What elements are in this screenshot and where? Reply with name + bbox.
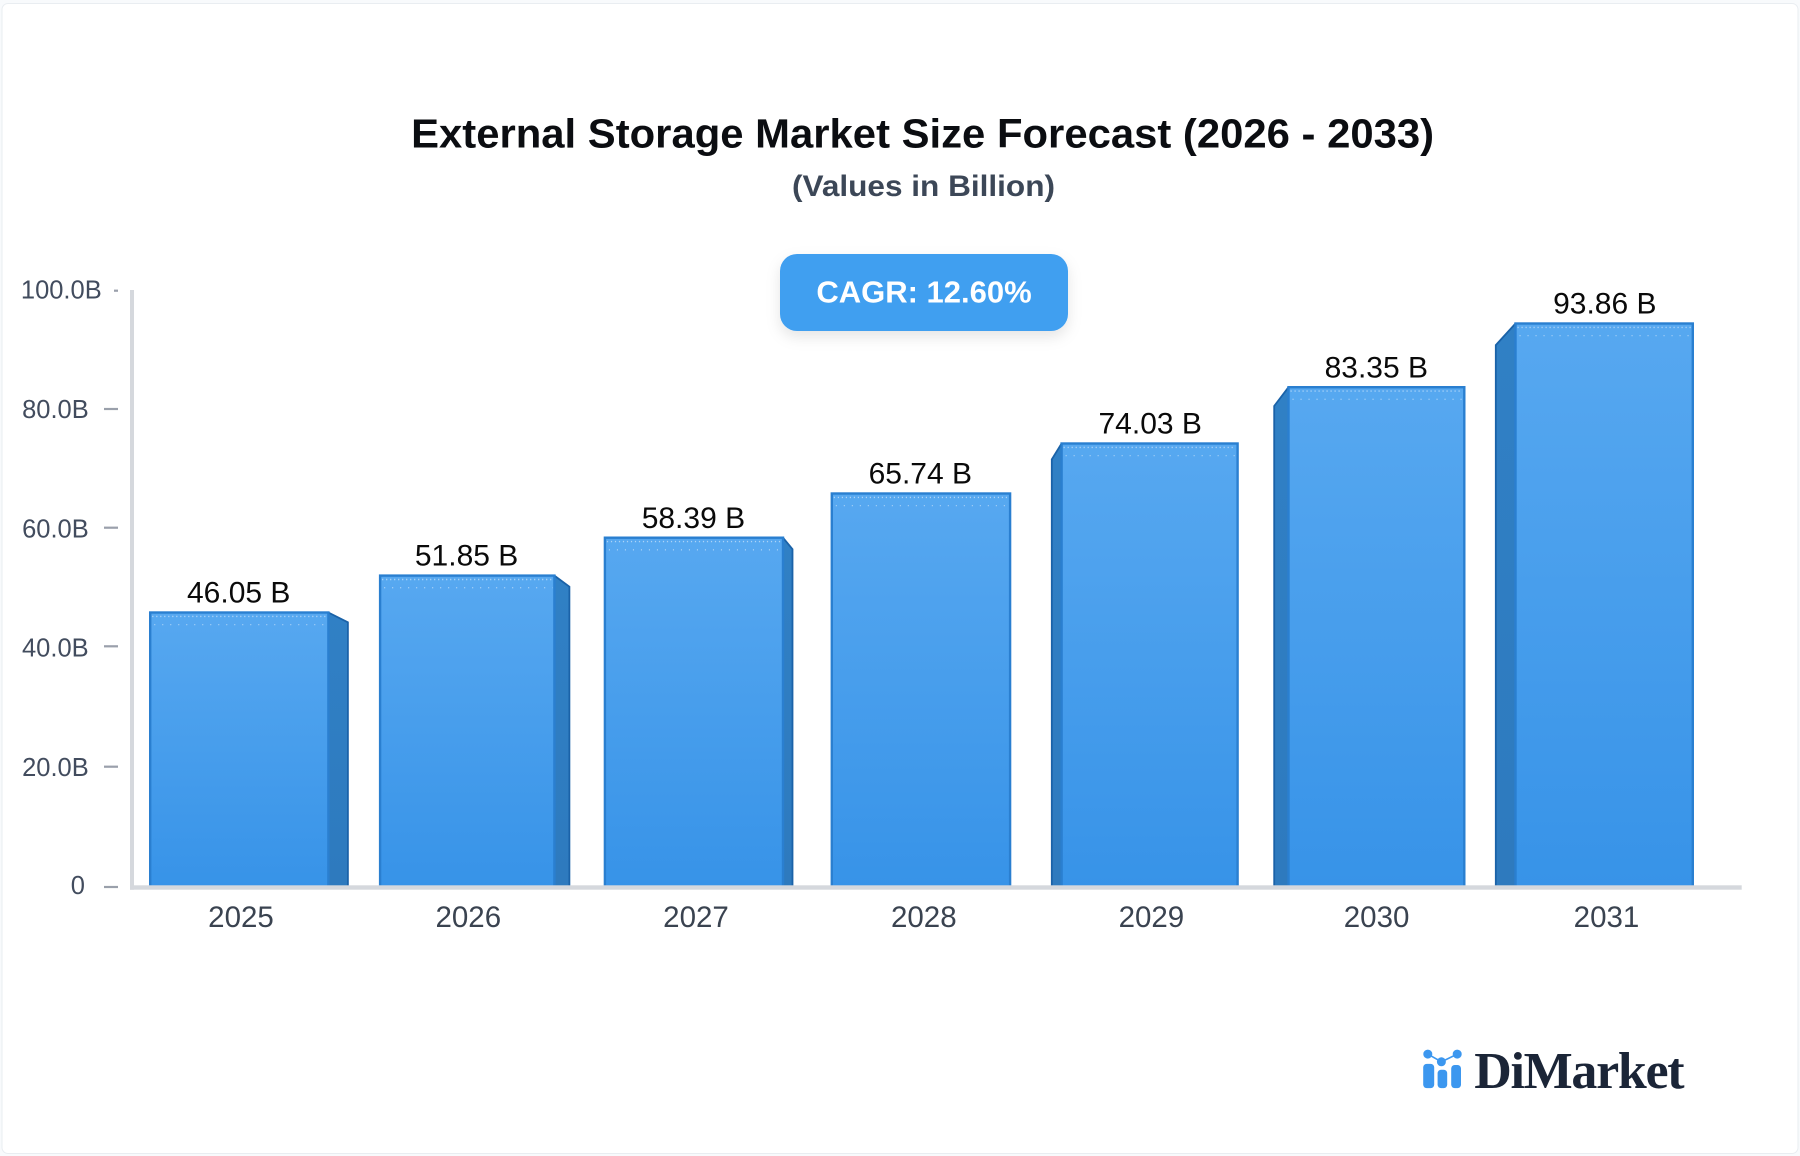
svg-text:100.0B: 100.0B [21, 277, 102, 305]
svg-text:58.39 B: 58.39 B [642, 502, 745, 535]
svg-text:2027: 2027 [663, 901, 729, 934]
svg-text:46.05 B: 46.05 B [187, 576, 290, 609]
svg-text:80.0B: 80.0B [22, 396, 89, 424]
svg-text:2025: 2025 [208, 901, 274, 934]
svg-text:2030: 2030 [1344, 901, 1410, 934]
svg-text:65.74 B: 65.74 B [869, 458, 972, 491]
svg-text:51.85 B: 51.85 B [415, 540, 518, 573]
svg-text:2029: 2029 [1119, 901, 1185, 934]
svg-text:0: 0 [71, 872, 85, 900]
svg-text:74.03 B: 74.03 B [1098, 408, 1201, 441]
svg-text:CAGR: 12.60%: CAGR: 12.60% [816, 275, 1031, 310]
svg-text:External Storage Market Size F: External Storage Market Size Forecast (2… [411, 111, 1434, 157]
svg-text:83.35 B: 83.35 B [1325, 352, 1428, 385]
svg-text:2031: 2031 [1574, 901, 1640, 934]
svg-text:2028: 2028 [891, 901, 957, 934]
svg-text:40.0B: 40.0B [22, 634, 89, 662]
svg-text:60.0B: 60.0B [22, 516, 89, 544]
svg-text:93.86 B: 93.86 B [1553, 288, 1656, 321]
svg-text:20.0B: 20.0B [22, 754, 89, 782]
svg-text:DiMarket: DiMarket [1474, 1043, 1685, 1100]
svg-text:(Values in Billion): (Values in Billion) [792, 170, 1055, 203]
svg-text:2026: 2026 [435, 901, 501, 934]
